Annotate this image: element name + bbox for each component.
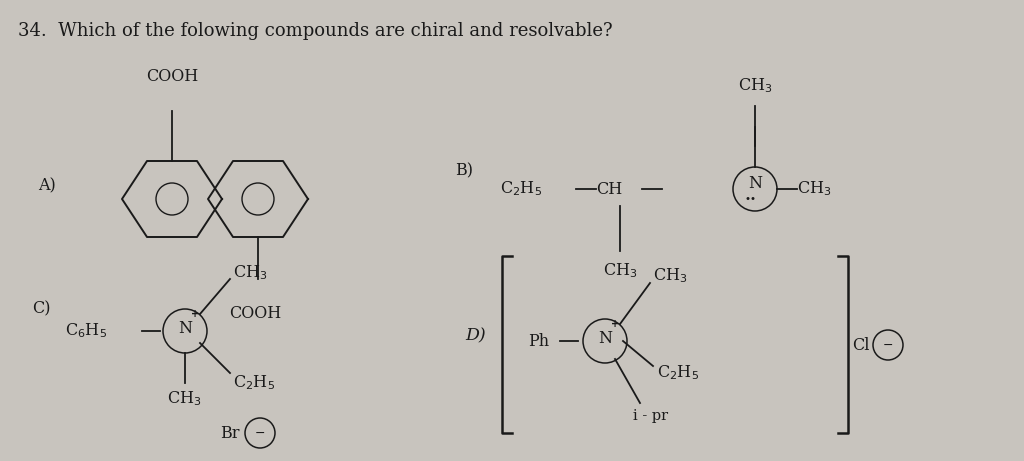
Text: 34.  Which of the folowing compounds are chiral and resolvable?: 34. Which of the folowing compounds are … [18,22,612,40]
Text: Br: Br [220,425,240,442]
Text: C$_2$H$_5$: C$_2$H$_5$ [233,374,275,392]
Text: CH$_3$: CH$_3$ [167,390,202,408]
Text: CH$_3$: CH$_3$ [737,77,772,95]
Text: −: − [255,426,265,439]
Text: Cl: Cl [852,337,869,354]
Text: C$_6$H$_5$: C$_6$H$_5$ [65,322,108,340]
Text: C$_2$H$_5$: C$_2$H$_5$ [500,180,542,198]
Text: CH$_3$: CH$_3$ [233,264,267,282]
Text: C): C) [32,301,50,318]
Text: i - pr: i - pr [633,409,668,423]
Text: Ph: Ph [528,332,549,349]
Text: N: N [748,175,762,191]
Text: CH: CH [596,181,623,197]
Text: +: + [190,309,199,319]
Text: N: N [178,319,193,337]
Text: C$_2$H$_5$: C$_2$H$_5$ [657,364,699,382]
Text: COOH: COOH [229,305,282,321]
Text: CH$_3$: CH$_3$ [653,266,687,285]
Text: ••: •• [744,194,756,204]
Text: −: − [883,338,893,351]
Text: B): B) [455,162,473,179]
Text: N: N [598,330,612,347]
Text: CH$_3$: CH$_3$ [797,180,831,198]
Text: A): A) [38,177,55,195]
Text: +: + [611,319,620,329]
Text: CH$_3$: CH$_3$ [603,262,637,280]
Text: D): D) [465,327,485,344]
Text: COOH: COOH [145,67,198,84]
